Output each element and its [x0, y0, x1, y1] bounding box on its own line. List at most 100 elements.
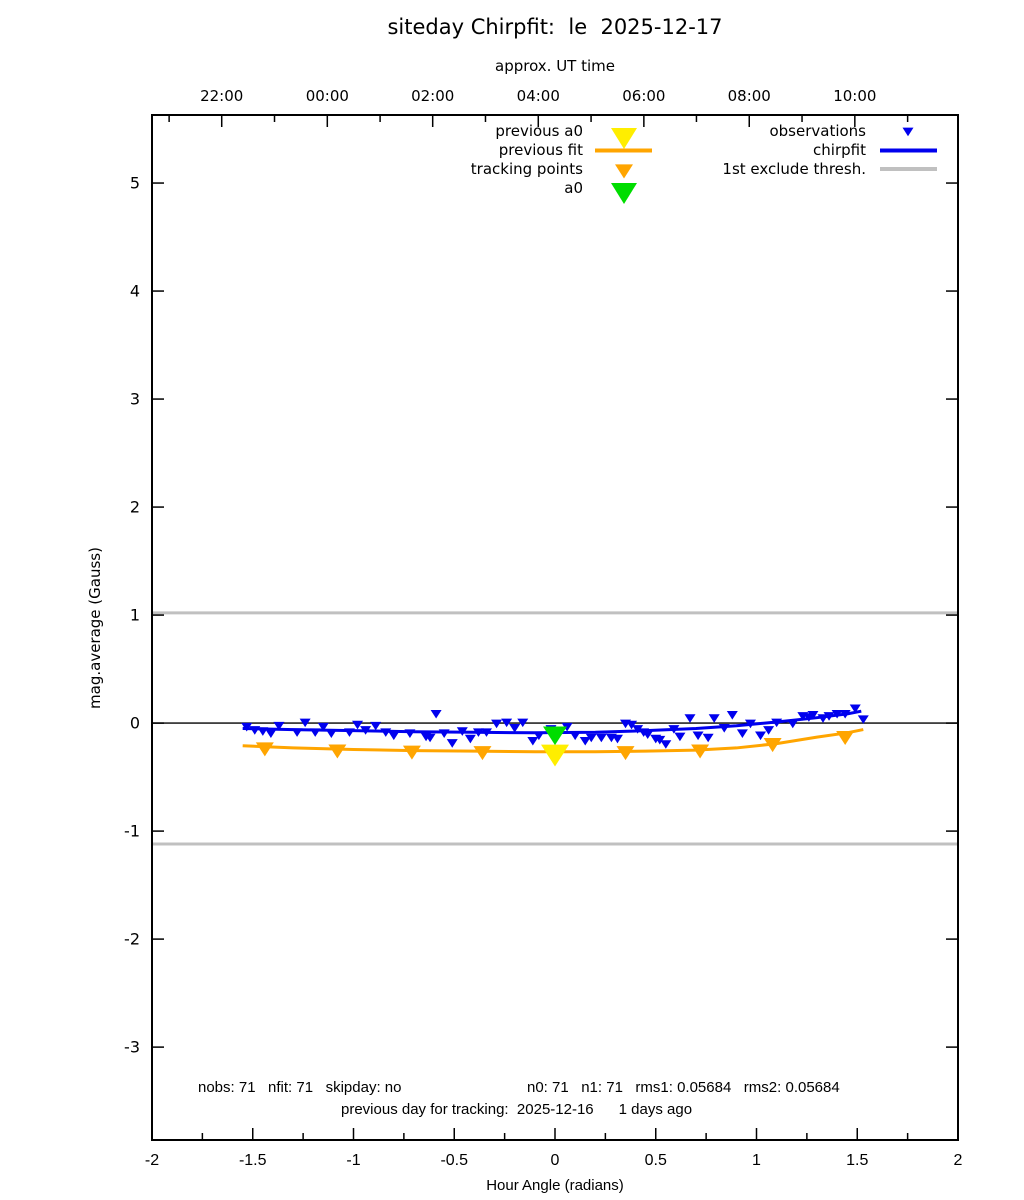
y-tick-label: 4: [130, 282, 140, 301]
observation-marker: [249, 726, 261, 735]
x-tick-label: 2: [954, 1152, 963, 1169]
legend-label-chirpfit: chirpfit: [813, 141, 866, 159]
y-tick-label: -1: [124, 822, 140, 841]
chart-canvas: -2 -1.5 -1 -0.5 0 0.5 1 1.5 2 22:00 00:00 02:00 04:0…: [124, 87, 963, 1169]
observation-marker: [273, 721, 285, 731]
observation-marker: [831, 709, 843, 719]
observation-marker: [839, 709, 851, 719]
legend-label-tracking-points: tracking points: [471, 160, 583, 178]
observation-marker: [632, 725, 644, 734]
observation-marker: [771, 718, 783, 728]
stats-line1-right: n0: 71 n1: 71 rms1: 0.05684 rms2: 0.0568…: [527, 1079, 840, 1096]
chart-title: siteday Chirpfit: le 2025-12-17: [387, 15, 722, 39]
observation-marker: [702, 733, 714, 743]
observation-marker: [388, 731, 400, 741]
observation-marker: [430, 709, 442, 719]
observation-marker: [464, 734, 476, 744]
observation-marker: [480, 728, 492, 737]
legend-label-a0: a0: [564, 179, 583, 197]
x-tick-label: -1.5: [239, 1152, 267, 1169]
observation-marker: [744, 719, 756, 729]
observation-marker: [404, 729, 416, 738]
observation-marker: [380, 728, 392, 737]
tracking-points-legend-icon: [615, 164, 633, 179]
tracking-point-marker: [763, 738, 782, 753]
observation-marker: [787, 719, 799, 729]
observation-marker: [626, 720, 638, 730]
observation-marker: [325, 729, 337, 738]
ut-tick-label: 04:00: [517, 87, 560, 105]
observation-marker: [579, 736, 591, 746]
y-axis-label: mag.average (Gauss): [86, 547, 104, 709]
observation-marker: [527, 736, 539, 746]
x-axis-label: Hour Angle (radians): [486, 1177, 624, 1194]
y-tick-label: 0: [130, 714, 140, 733]
y-tick-label: 2: [130, 498, 140, 517]
ut-tick-label: 00:00: [306, 87, 349, 105]
legend-label-observations: observations: [769, 122, 866, 140]
a0-legend-icon: [611, 183, 637, 204]
observation-marker: [491, 719, 503, 729]
stats-line2: previous day for tracking: 2025-12-16 1 …: [341, 1101, 692, 1118]
legend-label-previous-a0: previous a0: [495, 122, 583, 140]
observation-marker: [692, 731, 704, 741]
observation-marker: [642, 730, 654, 740]
observation-marker: [533, 731, 545, 741]
observation-marker: [438, 729, 450, 738]
observation-marker: [569, 731, 581, 741]
observation-marker: [684, 714, 696, 723]
observation-marker: [718, 723, 730, 733]
ut-tick-label: 08:00: [728, 87, 771, 105]
observation-marker: [726, 711, 738, 720]
observation-marker: [317, 722, 329, 732]
x-tick-label: 0.5: [645, 1152, 667, 1169]
observation-marker: [309, 728, 321, 737]
observation-marker: [472, 728, 484, 737]
observation-marker: [299, 718, 311, 728]
x-tick-label: 1: [752, 1152, 761, 1169]
observation-marker: [849, 704, 861, 714]
observation-marker: [708, 714, 720, 723]
observation-marker: [517, 718, 529, 728]
observation-marker: [585, 733, 597, 743]
observation-marker: [595, 733, 607, 743]
observation-marker: [360, 726, 372, 735]
observation-marker: [424, 733, 436, 743]
observation-marker: [370, 721, 382, 731]
observation-marker: [456, 727, 468, 736]
observation-marker: [501, 718, 513, 728]
x-tick-label: -2: [145, 1152, 159, 1169]
observation-marker: [352, 720, 364, 730]
tracking-point-marker: [836, 731, 855, 746]
tracking-point-marker: [255, 742, 274, 757]
tracking-point-marker: [328, 744, 347, 759]
observation-marker: [668, 725, 680, 734]
observation-marker: [674, 732, 686, 742]
observation-marker: [265, 729, 277, 738]
plot-border: [151, 114, 959, 1141]
observation-marker: [257, 727, 269, 736]
observation-marker: [817, 714, 829, 723]
previous-a0-marker: [541, 744, 569, 767]
observation-marker: [736, 729, 748, 738]
observation-marker: [755, 731, 767, 741]
y-tick-label: -2: [124, 930, 140, 949]
observation-marker: [509, 723, 521, 733]
observation-marker: [660, 740, 672, 749]
observation-marker: [561, 722, 573, 732]
observation-marker: [446, 739, 458, 748]
x-tick-label: 1.5: [846, 1152, 868, 1169]
observations-legend-icon: [902, 127, 914, 137]
observation-marker: [241, 722, 253, 732]
observation-marker: [654, 735, 666, 745]
observation-marker: [291, 728, 303, 737]
ut-tick-label: 10:00: [833, 87, 876, 105]
tracking-point-marker: [402, 745, 421, 760]
legend-label-previous-fit: previous fit: [499, 141, 583, 159]
observation-marker: [343, 728, 355, 737]
ut-time-axis-label: approx. UT time: [495, 57, 615, 75]
legend-label-exclude-thresh: 1st exclude thresh.: [722, 160, 866, 178]
x-tick-label: -1: [346, 1152, 360, 1169]
ut-tick-label: 02:00: [411, 87, 454, 105]
